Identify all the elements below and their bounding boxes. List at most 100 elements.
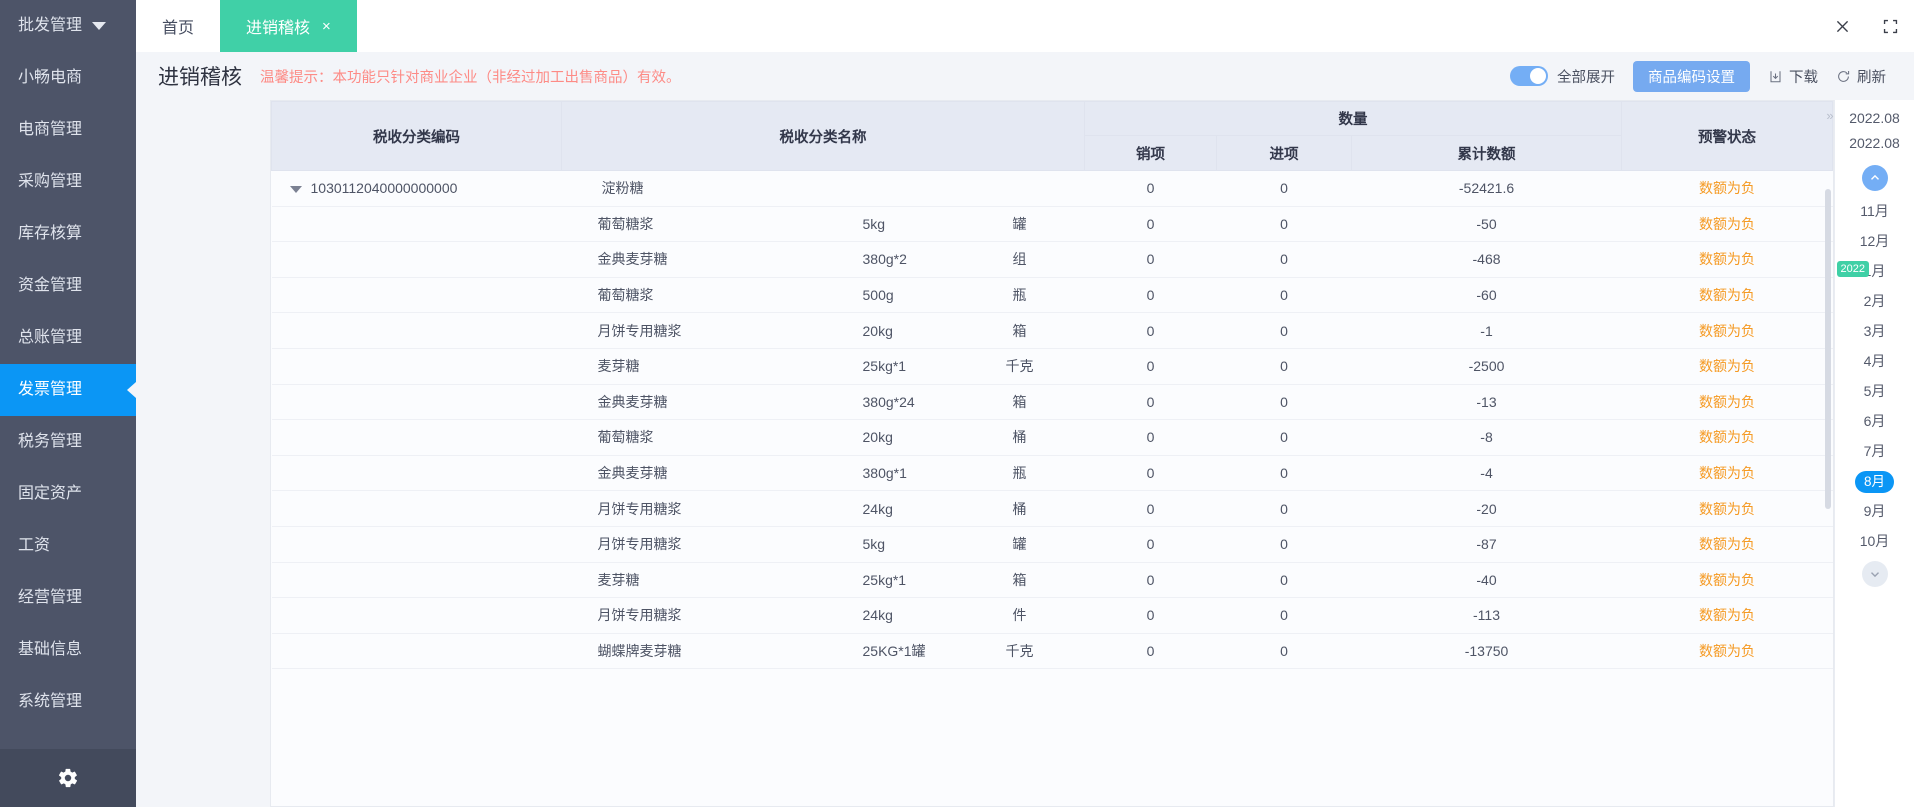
cell-sales: 0 xyxy=(1084,312,1217,349)
col-cumulative[interactable]: 累计数额 xyxy=(1351,135,1623,171)
cell-warn-status[interactable]: 数额为负 xyxy=(1621,277,1833,314)
chevron-up-icon[interactable] xyxy=(1861,165,1888,191)
table-row[interactable]: 葡萄糖浆 5kg 罐 0 0 -50 数额为负 xyxy=(271,206,1833,243)
sidebar-item-6[interactable]: 总账管理 xyxy=(0,312,136,364)
month-item-3月[interactable]: 3月 xyxy=(1835,316,1914,346)
chevron-down-icon[interactable] xyxy=(1861,561,1888,587)
table-row[interactable]: 金典麦芽糖 380g*2 组 0 0 -468 数额为负 xyxy=(271,241,1833,278)
expand-toggle-icon[interactable] xyxy=(289,186,302,194)
expand-all-label: 全部展开 xyxy=(1557,69,1615,86)
sidebar-item-13[interactable]: 系统管理 xyxy=(0,676,136,728)
cell-purchase: 0 xyxy=(1216,384,1352,421)
cell-code xyxy=(271,206,562,243)
col-purchase[interactable]: 进项 xyxy=(1216,135,1353,171)
col-code[interactable]: 税收分类编码 xyxy=(271,101,562,171)
table-row[interactable]: 葡萄糖浆 20kg 桶 0 0 -8 数额为负 xyxy=(271,419,1833,456)
sidebar-item-11[interactable]: 经营管理 xyxy=(0,572,136,624)
tab-home[interactable]: 首页 xyxy=(136,0,220,52)
cell-warn-status[interactable]: 数额为负 xyxy=(1621,312,1833,349)
refresh-button[interactable]: 刷新 xyxy=(1836,66,1886,87)
cell-unit: 千克 xyxy=(954,348,1085,385)
cell-spec: 5kg xyxy=(826,526,955,563)
month-item-10月[interactable]: 10月 xyxy=(1835,526,1914,556)
table-row[interactable]: 金典麦芽糖 380g*24 箱 0 0 -13 数额为负 xyxy=(271,384,1833,421)
month-label: 1月 xyxy=(1863,263,1886,279)
sidebar-item-12[interactable]: 基础信息 xyxy=(0,624,136,676)
month-item-8月[interactable]: 8月 xyxy=(1835,466,1914,496)
tab-jinxiao-jihe[interactable]: 进销稽核 × xyxy=(220,0,357,52)
table-row[interactable]: 葡萄糖浆 500g 瓶 0 0 -60 数额为负 xyxy=(271,277,1833,314)
sidebar-item-5[interactable]: 资金管理 xyxy=(0,260,136,312)
fullscreen-icon[interactable] xyxy=(1866,0,1914,52)
month-item-5月[interactable]: 5月 xyxy=(1835,376,1914,406)
sidebar-settings-button[interactable] xyxy=(0,749,136,807)
table-row[interactable]: 蝴蝶牌麦芽糖 25KG*1罐 千克 0 0 -13750 数额为负 xyxy=(271,633,1833,670)
sidebar-item-2[interactable]: 电商管理 xyxy=(0,104,136,156)
tab-close-icon[interactable]: × xyxy=(322,17,331,35)
cell-warn-status[interactable]: 数额为负 xyxy=(1621,490,1833,527)
cell-sales: 0 xyxy=(1084,419,1217,456)
sidebar-item-9[interactable]: 固定资产 xyxy=(0,468,136,520)
table-row[interactable]: 金典麦芽糖 380g*1 瓶 0 0 -4 数额为负 xyxy=(271,455,1833,492)
col-sales[interactable]: 销项 xyxy=(1084,135,1218,171)
cell-code xyxy=(271,312,562,349)
month-label: 2月 xyxy=(1863,293,1886,309)
cell-spec: 20kg xyxy=(826,419,955,456)
sidebar-item-0[interactable]: 批发管理 xyxy=(0,0,136,52)
sidebar-item-7[interactable]: 发票管理 xyxy=(0,364,136,416)
table-row[interactable]: 月饼专用糖浆 24kg 桶 0 0 -20 数额为负 xyxy=(271,490,1833,527)
cell-name: 麦芽糖 xyxy=(561,348,827,385)
table-row[interactable]: 麦芽糖 25kg*1 千克 0 0 -2500 数额为负 xyxy=(271,348,1833,385)
cell-warn-status[interactable]: 数额为负 xyxy=(1621,206,1833,243)
cell-warn-status[interactable]: 数额为负 xyxy=(1621,455,1833,492)
cell-warn-status[interactable]: 数额为负 xyxy=(1621,633,1833,670)
col-quantity-group: 数量 xyxy=(1084,101,1623,136)
table-row[interactable]: 麦芽糖 25kg*1 箱 0 0 -40 数额为负 xyxy=(271,562,1833,599)
month-item-9月[interactable]: 9月 xyxy=(1835,496,1914,526)
sidebar-item-3[interactable]: 采购管理 xyxy=(0,156,136,208)
product-code-settings-button[interactable]: 商品编码设置 xyxy=(1633,60,1750,92)
cell-unit: 千克 xyxy=(954,633,1085,670)
month-item-1月[interactable]: 2022 1月 xyxy=(1835,256,1914,286)
sidebar-item-8[interactable]: 税务管理 xyxy=(0,416,136,468)
collapse-right-icon[interactable]: » xyxy=(1826,107,1834,123)
col-name[interactable]: 税收分类名称 xyxy=(560,101,1086,171)
month-item-12月[interactable]: 12月 xyxy=(1835,226,1914,256)
month-item-4月[interactable]: 4月 xyxy=(1835,346,1914,376)
sidebar-item-10[interactable]: 工资 xyxy=(0,520,136,572)
cell-warn-status[interactable]: 数额为负 xyxy=(1621,562,1833,599)
cell-spec: 380g*2 xyxy=(826,241,955,278)
table-row[interactable]: 1030112040000000000 淀粉糖 0 0 -52421.6 数额为负 xyxy=(271,170,1833,207)
download-button[interactable]: 下载 xyxy=(1768,66,1818,87)
cell-name: 葡萄糖浆 xyxy=(561,277,827,314)
cell-cumulative: -52421.6 xyxy=(1351,170,1622,207)
table-scrollbar[interactable] xyxy=(1825,189,1831,800)
cell-purchase: 0 xyxy=(1216,490,1352,527)
table-row[interactable]: 月饼专用糖浆 20kg 箱 0 0 -1 数额为负 xyxy=(271,312,1833,349)
col-warn-status[interactable]: 预警状态 xyxy=(1621,101,1833,171)
cell-warn-status[interactable]: 数额为负 xyxy=(1621,384,1833,421)
cell-warn-status[interactable]: 数额为负 xyxy=(1621,170,1833,207)
expand-all-switch[interactable] xyxy=(1510,66,1548,86)
table-row[interactable]: 月饼专用糖浆 24kg 件 0 0 -113 数额为负 xyxy=(271,597,1833,634)
cell-name: 月饼专用糖浆 xyxy=(561,312,827,349)
expand-all-toggle[interactable]: 全部展开 xyxy=(1510,66,1615,87)
month-item-2月[interactable]: 2月 xyxy=(1835,286,1914,316)
close-icon[interactable] xyxy=(1818,0,1866,52)
month-item-7月[interactable]: 7月 xyxy=(1835,436,1914,466)
cell-warn-status[interactable]: 数额为负 xyxy=(1621,526,1833,563)
cell-warn-status[interactable]: 数额为负 xyxy=(1621,348,1833,385)
table-scrollbar-thumb[interactable] xyxy=(1825,189,1831,509)
sidebar-item-4[interactable]: 库存核算 xyxy=(0,208,136,260)
sidebar-item-1[interactable]: 小畅电商 xyxy=(0,52,136,104)
month-item-11月[interactable]: 11月 xyxy=(1835,196,1914,226)
table-row[interactable]: 月饼专用糖浆 5kg 罐 0 0 -87 数额为负 xyxy=(271,526,1833,563)
chevron-down-icon[interactable] xyxy=(92,22,107,30)
month-item-6月[interactable]: 6月 xyxy=(1835,406,1914,436)
sidebar-item-label: 经营管理 xyxy=(18,589,83,606)
cell-warn-status[interactable]: 数额为负 xyxy=(1621,597,1833,634)
cell-warn-status[interactable]: 数额为负 xyxy=(1621,241,1833,278)
cell-warn-status[interactable]: 数额为负 xyxy=(1621,419,1833,456)
cell-code: 1030112040000000000 xyxy=(271,170,562,207)
cell-spec: 500g xyxy=(826,277,955,314)
